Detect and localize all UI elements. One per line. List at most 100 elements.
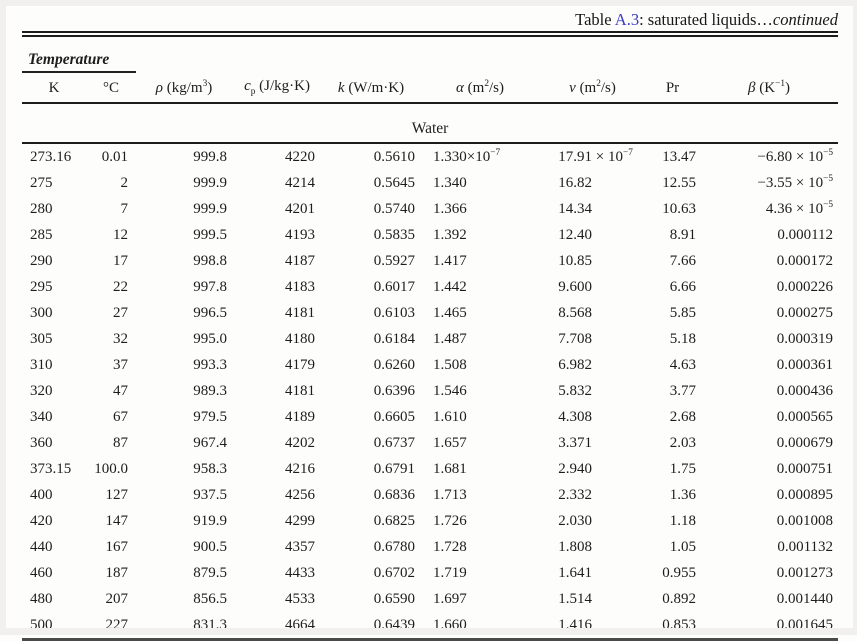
cell-kinematic-viscosity-nu: 16.82 — [540, 170, 645, 196]
cell-specific-heat-cp: 4179 — [232, 352, 322, 378]
cell-thermal-diffusivity-alpha: 1.697 — [420, 586, 540, 612]
cell-expansion-coeff-beta: 0.000319 — [700, 326, 838, 352]
cell-prandtl-number: 6.66 — [645, 274, 700, 300]
col-header-thermal-diffusivity-alpha: α (m2/s) — [420, 72, 540, 103]
cell-thermal-diffusivity-alpha: 1.487 — [420, 326, 540, 352]
cell-temp-celsius: 2 — [86, 170, 136, 196]
cell-expansion-coeff-beta: 0.001008 — [700, 508, 838, 534]
cell-prandtl-number: 13.47 — [645, 143, 700, 170]
cell-temp-kelvin: 310 — [22, 352, 86, 378]
cell-thermal-conductivity-k: 0.6737 — [322, 430, 420, 456]
cell-kinematic-viscosity-nu: 12.40 — [540, 222, 645, 248]
cell-specific-heat-cp: 4180 — [232, 326, 322, 352]
cell-thermal-diffusivity-alpha: 1.442 — [420, 274, 540, 300]
cell-thermal-diffusivity-alpha: 1.610 — [420, 404, 540, 430]
cell-prandtl-number: 1.05 — [645, 534, 700, 560]
cell-thermal-conductivity-k: 0.6017 — [322, 274, 420, 300]
cell-thermal-conductivity-k: 0.6184 — [322, 326, 420, 352]
col-header-temp-celsius: °C — [86, 72, 136, 103]
cell-kinematic-viscosity-nu: 6.982 — [540, 352, 645, 378]
cell-temp-kelvin: 280 — [22, 196, 86, 222]
cell-density-rho: 919.9 — [136, 508, 232, 534]
cell-temp-kelvin: 300 — [22, 300, 86, 326]
cell-expansion-coeff-beta: 0.000172 — [700, 248, 838, 274]
cell-temp-celsius: 32 — [86, 326, 136, 352]
caption-middle: : saturated liquids… — [639, 10, 773, 29]
col-header-specific-heat-cp: cp (J/kg·K) — [232, 72, 322, 103]
cell-prandtl-number: 4.63 — [645, 352, 700, 378]
cell-temp-kelvin: 400 — [22, 482, 86, 508]
cell-thermal-conductivity-k: 0.6103 — [322, 300, 420, 326]
cell-specific-heat-cp: 4220 — [232, 143, 322, 170]
cell-thermal-conductivity-k: 0.5740 — [322, 196, 420, 222]
cell-expansion-coeff-beta: 4.36 × 10−5 — [700, 196, 838, 222]
cell-prandtl-number: 5.18 — [645, 326, 700, 352]
cell-specific-heat-cp: 4533 — [232, 586, 322, 612]
cell-temp-celsius: 37 — [86, 352, 136, 378]
cell-expansion-coeff-beta: 0.001273 — [700, 560, 838, 586]
cell-density-rho: 995.0 — [136, 326, 232, 352]
cell-temp-celsius: 147 — [86, 508, 136, 534]
cell-thermal-conductivity-k: 0.6780 — [322, 534, 420, 560]
cell-temp-celsius: 12 — [86, 222, 136, 248]
cell-thermal-diffusivity-alpha: 1.728 — [420, 534, 540, 560]
cell-expansion-coeff-beta: 0.000565 — [700, 404, 838, 430]
cell-temp-kelvin: 275 — [22, 170, 86, 196]
cell-density-rho: 879.5 — [136, 560, 232, 586]
col-header-thermal-conductivity-k: k (W/m·K) — [322, 72, 420, 103]
cell-expansion-coeff-beta: 0.000751 — [700, 456, 838, 482]
cell-kinematic-viscosity-nu: 7.708 — [540, 326, 645, 352]
cell-density-rho: 958.3 — [136, 456, 232, 482]
cell-specific-heat-cp: 4256 — [232, 482, 322, 508]
cell-expansion-coeff-beta: 0.000226 — [700, 274, 838, 300]
cell-thermal-conductivity-k: 0.5927 — [322, 248, 420, 274]
cell-thermal-diffusivity-alpha: 1.392 — [420, 222, 540, 248]
cell-temp-celsius: 22 — [86, 274, 136, 300]
cell-prandtl-number: 2.68 — [645, 404, 700, 430]
cell-density-rho: 900.5 — [136, 534, 232, 560]
cell-temp-celsius: 27 — [86, 300, 136, 326]
cell-density-rho: 998.8 — [136, 248, 232, 274]
cell-thermal-diffusivity-alpha: 1.417 — [420, 248, 540, 274]
cell-prandtl-number: 5.85 — [645, 300, 700, 326]
cell-expansion-coeff-beta: 0.001132 — [700, 534, 838, 560]
cell-kinematic-viscosity-nu: 3.371 — [540, 430, 645, 456]
cell-thermal-conductivity-k: 0.6825 — [322, 508, 420, 534]
cell-temp-celsius: 100.0 — [86, 456, 136, 482]
cell-kinematic-viscosity-nu: 5.832 — [540, 378, 645, 404]
cell-prandtl-number: 0.853 — [645, 612, 700, 640]
page-edge-top — [0, 0, 857, 6]
cell-temp-kelvin: 305 — [22, 326, 86, 352]
cell-temp-kelvin: 360 — [22, 430, 86, 456]
cell-thermal-conductivity-k: 0.6260 — [322, 352, 420, 378]
col-header-density-rho: ρ (kg/m3) — [136, 72, 232, 103]
col-header-expansion-coeff-beta: β (K−1) — [700, 72, 838, 103]
cell-kinematic-viscosity-nu: 1.514 — [540, 586, 645, 612]
cell-specific-heat-cp: 4299 — [232, 508, 322, 534]
cell-thermal-conductivity-k: 0.5610 — [322, 143, 420, 170]
cell-density-rho: 989.3 — [136, 378, 232, 404]
cell-temp-kelvin: 420 — [22, 508, 86, 534]
cell-expansion-coeff-beta: 0.001440 — [700, 586, 838, 612]
cell-temp-kelvin: 373.15 — [22, 456, 86, 482]
group-row-spacer — [136, 34, 838, 72]
table-ref-link[interactable]: A.3 — [615, 10, 639, 29]
cell-prandtl-number: 3.77 — [645, 378, 700, 404]
cell-density-rho: 979.5 — [136, 404, 232, 430]
cell-thermal-conductivity-k: 0.6702 — [322, 560, 420, 586]
cell-thermal-conductivity-k: 0.6791 — [322, 456, 420, 482]
cell-specific-heat-cp: 4193 — [232, 222, 322, 248]
cell-kinematic-viscosity-nu: 1.808 — [540, 534, 645, 560]
cell-kinematic-viscosity-nu: 2.940 — [540, 456, 645, 482]
